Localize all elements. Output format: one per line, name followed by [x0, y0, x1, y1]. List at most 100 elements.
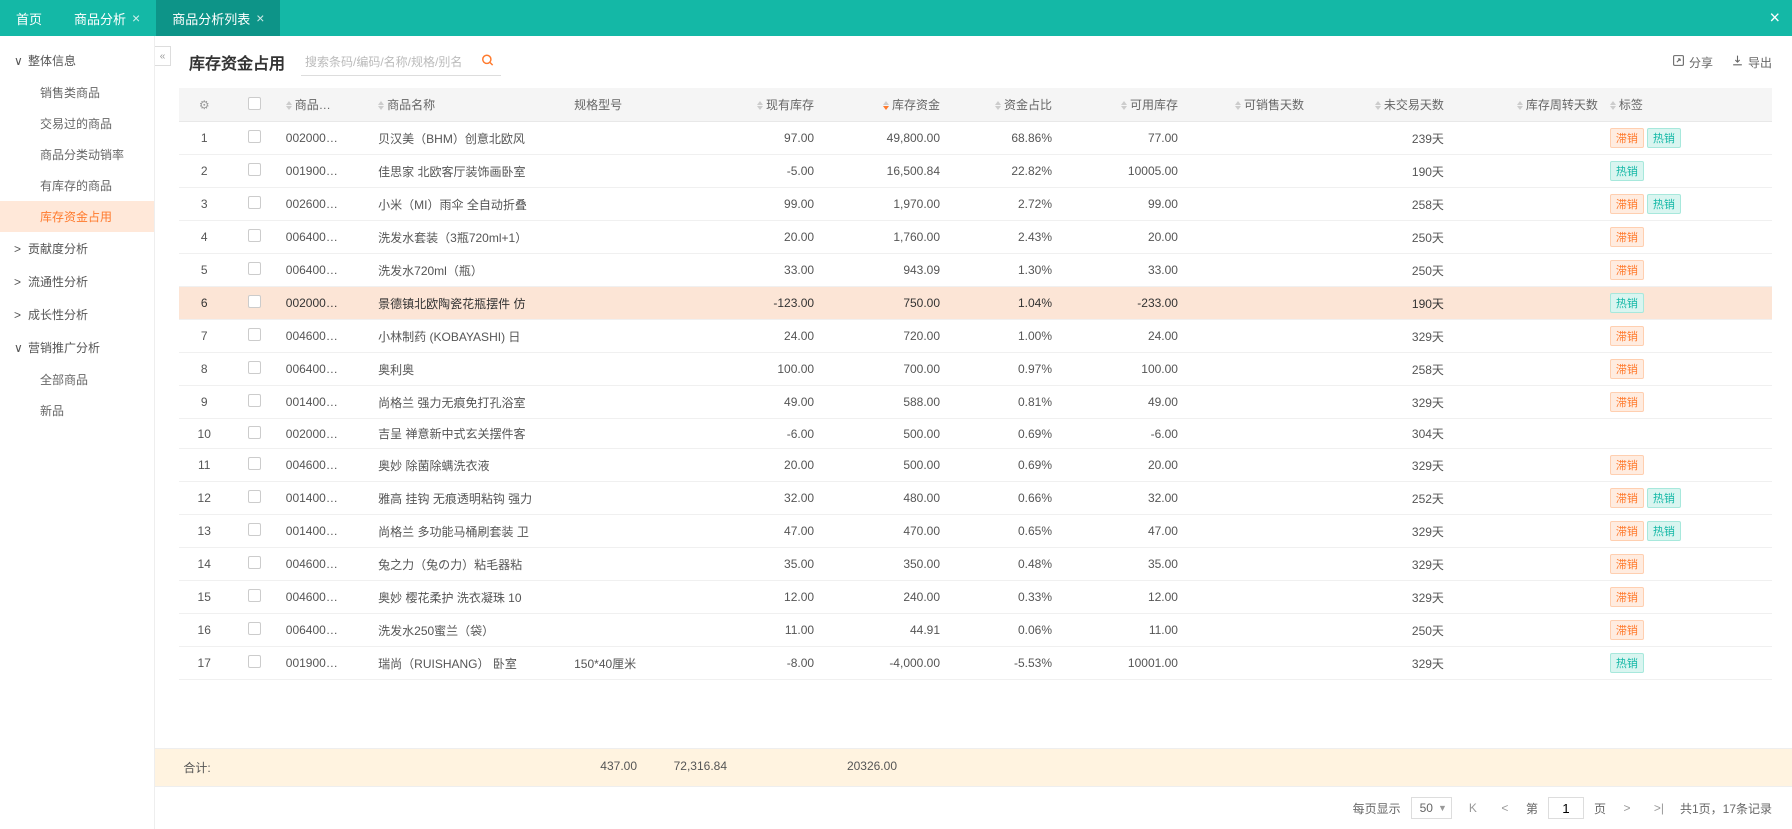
- nav-item-0-2[interactable]: 商品分类动销率: [0, 139, 154, 170]
- cell-check: [229, 353, 279, 386]
- page-prefix: 第: [1526, 800, 1538, 817]
- row-checkbox[interactable]: [248, 262, 261, 275]
- tab-2[interactable]: 商品分析列表×: [156, 0, 280, 36]
- cell-ratio: 2.72%: [946, 188, 1058, 221]
- row-checkbox[interactable]: [248, 295, 261, 308]
- row-checkbox[interactable]: [248, 426, 261, 439]
- row-checkbox[interactable]: [248, 556, 261, 569]
- row-checkbox[interactable]: [248, 229, 261, 242]
- page-first-button[interactable]: K: [1462, 797, 1484, 819]
- gear-icon[interactable]: ⚙: [199, 98, 210, 112]
- table-row[interactable]: 5006400…洗发水720ml（瓶）33.00943.091.30%33.00…: [179, 254, 1772, 287]
- row-checkbox[interactable]: [248, 523, 261, 536]
- col-header-notrade[interactable]: 未交易天数: [1310, 88, 1450, 122]
- tab-1[interactable]: 商品分析×: [58, 0, 156, 36]
- table-row[interactable]: 2001900…佳思家 北欧客厅装饰画卧室-5.0016,500.8422.82…: [179, 155, 1772, 188]
- cell-notrade: 250天: [1310, 614, 1450, 647]
- nav-item-0-3[interactable]: 有库存的商品: [0, 170, 154, 201]
- search-input[interactable]: [301, 48, 501, 76]
- sort-icon: [1375, 101, 1381, 110]
- nav-group-4[interactable]: ∨营销推广分析: [0, 331, 154, 364]
- col-header-code[interactable]: 商品…: [280, 88, 372, 122]
- data-table: ⚙商品…商品名称规格型号现有库存库存资金资金占比可用库存可销售天数未交易天数库存…: [179, 88, 1772, 680]
- cell-turndays: [1450, 647, 1604, 680]
- table-row[interactable]: 9001400…尚格兰 强力无痕免打孔浴室49.00588.000.81%49.…: [179, 386, 1772, 419]
- cell-fund: 750.00: [820, 287, 946, 320]
- export-button[interactable]: 导出: [1731, 54, 1772, 71]
- row-checkbox[interactable]: [248, 622, 261, 635]
- tag-badge: 滞销: [1610, 392, 1644, 412]
- sidebar-collapse-handle[interactable]: «: [155, 46, 171, 66]
- tag-badge: 热销: [1610, 293, 1644, 313]
- page-next-button[interactable]: >: [1616, 797, 1638, 819]
- cell-tags: 滞销热销: [1604, 515, 1772, 548]
- table-row[interactable]: 8006400…奥利奥100.00700.000.97%100.00258天滞销: [179, 353, 1772, 386]
- row-checkbox[interactable]: [248, 361, 261, 374]
- nav-item-0-0[interactable]: 销售类商品: [0, 77, 154, 108]
- share-button[interactable]: 分享: [1672, 54, 1713, 71]
- close-icon[interactable]: ×: [256, 10, 264, 26]
- nav-group-0[interactable]: ∨整体信息: [0, 44, 154, 77]
- table-row[interactable]: 13001400…尚格兰 多功能马桶刷套装 卫47.00470.000.65%4…: [179, 515, 1772, 548]
- page-prev-button[interactable]: <: [1494, 797, 1516, 819]
- col-header-name[interactable]: 商品名称: [372, 88, 568, 122]
- cell-check: [229, 122, 279, 155]
- cell-ratio: 0.69%: [946, 449, 1058, 482]
- cell-check: [229, 386, 279, 419]
- table-row[interactable]: 3002600…小米（MI）雨伞 全自动折叠99.001,970.002.72%…: [179, 188, 1772, 221]
- row-checkbox[interactable]: [248, 328, 261, 341]
- cell-ratio: 1.30%: [946, 254, 1058, 287]
- cell-name: 景德镇北欧陶瓷花瓶摆件 仿: [372, 287, 568, 320]
- page-last-button[interactable]: >|: [1648, 797, 1670, 819]
- tab-0[interactable]: 首页: [0, 0, 58, 36]
- table-row[interactable]: 1002000…贝汉美（BHM）创意北欧风97.0049,800.0068.86…: [179, 122, 1772, 155]
- nav-group-1[interactable]: >贡献度分析: [0, 232, 154, 265]
- nav-item-0-4[interactable]: 库存资金占用: [0, 201, 154, 232]
- nav-item-0-1[interactable]: 交易过的商品: [0, 108, 154, 139]
- cell-check: [229, 614, 279, 647]
- table-row[interactable]: 14004600…兔之力（兔の力）粘毛器粘35.00350.000.48%35.…: [179, 548, 1772, 581]
- row-checkbox[interactable]: [248, 490, 261, 503]
- per-page-select[interactable]: 50 ▼: [1411, 797, 1452, 819]
- nav-item-4-0[interactable]: 全部商品: [0, 364, 154, 395]
- row-checkbox[interactable]: [248, 163, 261, 176]
- page-number-input[interactable]: [1548, 797, 1584, 819]
- select-all-checkbox[interactable]: [248, 97, 261, 110]
- row-checkbox[interactable]: [248, 457, 261, 470]
- col-header-turndays[interactable]: 库存周转天数: [1450, 88, 1604, 122]
- cell-tags: 滞销: [1604, 386, 1772, 419]
- table-row[interactable]: 12001400…雅高 挂钩 无痕透明粘钩 强力32.00480.000.66%…: [179, 482, 1772, 515]
- nav-item-4-1[interactable]: 新品: [0, 395, 154, 426]
- row-checkbox[interactable]: [248, 589, 261, 602]
- col-header-ratio[interactable]: 资金占比: [946, 88, 1058, 122]
- table-row[interactable]: 16006400…洗发水250蜜兰（袋）11.0044.910.06%11.00…: [179, 614, 1772, 647]
- col-header-stock[interactable]: 现有库存: [694, 88, 820, 122]
- row-checkbox[interactable]: [248, 196, 261, 209]
- table-row[interactable]: 4006400…洗发水套装（3瓶720ml+1）20.001,760.002.4…: [179, 221, 1772, 254]
- col-header-saledays[interactable]: 可销售天数: [1184, 88, 1310, 122]
- close-icon[interactable]: ×: [132, 10, 140, 26]
- table-row[interactable]: 10002000…吉呈 禅意新中式玄关摆件客-6.00500.000.69%-6…: [179, 419, 1772, 449]
- cell-spec: [568, 386, 694, 419]
- row-checkbox[interactable]: [248, 130, 261, 143]
- cell-ratio: 2.43%: [946, 221, 1058, 254]
- col-header-fund[interactable]: 库存资金: [820, 88, 946, 122]
- nav-group-3[interactable]: >成长性分析: [0, 298, 154, 331]
- table-row[interactable]: 6002000…景德镇北欧陶瓷花瓶摆件 仿-123.00750.001.04%-…: [179, 287, 1772, 320]
- row-checkbox[interactable]: [248, 394, 261, 407]
- cell-stock: -5.00: [694, 155, 820, 188]
- search-icon[interactable]: [481, 54, 495, 71]
- table-row[interactable]: 7004600…小林制药 (KOBAYASHI) 日24.00720.001.0…: [179, 320, 1772, 353]
- cell-spec: [568, 614, 694, 647]
- row-checkbox[interactable]: [248, 655, 261, 668]
- cell-avail: 49.00: [1058, 386, 1184, 419]
- close-all-icon[interactable]: ×: [1769, 8, 1780, 29]
- cell-check: [229, 515, 279, 548]
- table-row[interactable]: 11004600…奥妙 除菌除螨洗衣液20.00500.000.69%20.00…: [179, 449, 1772, 482]
- table-row[interactable]: 15004600…奥妙 樱花柔护 洗衣凝珠 1012.00240.000.33%…: [179, 581, 1772, 614]
- sort-icon: [378, 101, 384, 110]
- col-header-tags[interactable]: 标签: [1604, 88, 1772, 122]
- col-header-avail[interactable]: 可用库存: [1058, 88, 1184, 122]
- table-row[interactable]: 17001900…瑞尚（RUISHANG） 卧室150*40厘米-8.00-4,…: [179, 647, 1772, 680]
- nav-group-2[interactable]: >流通性分析: [0, 265, 154, 298]
